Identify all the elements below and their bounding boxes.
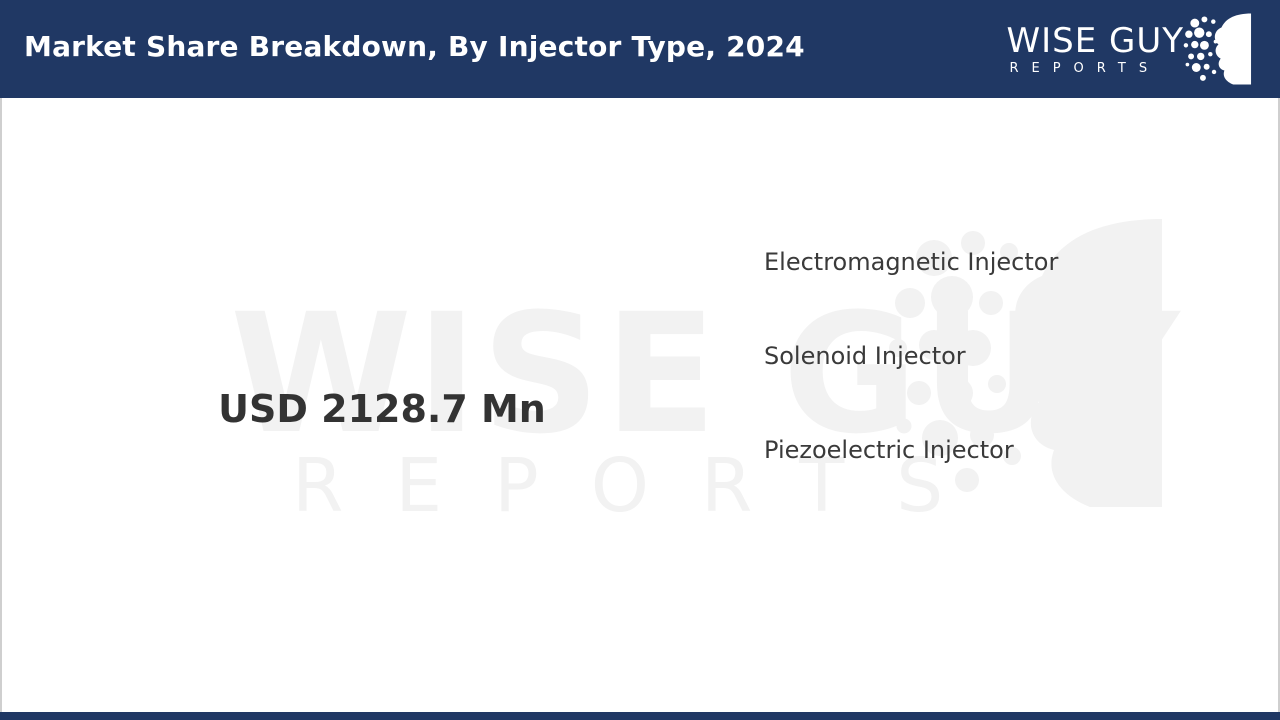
brand-logo-line2: REPORTS (1009, 60, 1161, 76)
legend-swatch-solenoid (730, 345, 752, 367)
legend-label: Piezoelectric Injector (764, 436, 1014, 464)
legend-item-piezoelectric: Piezoelectric Injector (730, 436, 1058, 464)
watermark-text-line2: REPORTS (292, 443, 996, 529)
legend: Electromagnetic Injector Solenoid Inject… (730, 248, 1058, 464)
brand-logo-line1: WISE GUY (1006, 20, 1184, 61)
watermark-face-profile (889, 219, 1162, 507)
page-title: Market Share Breakdown, By Injector Type… (24, 29, 805, 63)
legend-swatch-electromagnetic (730, 251, 752, 273)
legend-item-electromagnetic: Electromagnetic Injector (730, 248, 1058, 276)
donut-chart: USD 2128.7 Mn (218, 387, 546, 431)
brand-logo: WISE GUY REPORTS (1006, 8, 1254, 90)
brand-logo-text: WISE GUY REPORTS (1006, 24, 1184, 75)
chart-area: WISE GUY REPORTS USD 2128.7 Mn (0, 98, 1280, 712)
bottom-accent-bar (0, 712, 1280, 720)
legend-item-solenoid: Solenoid Injector (730, 342, 1058, 370)
legend-label: Solenoid Injector (764, 342, 966, 370)
header: Market Share Breakdown, By Injector Type… (0, 0, 1280, 98)
legend-label: Electromagnetic Injector (764, 248, 1059, 276)
donut-center-value: USD 2128.7 Mn (218, 387, 546, 431)
legend-swatch-piezoelectric (730, 439, 752, 461)
face-profile-icon (1183, 13, 1252, 85)
